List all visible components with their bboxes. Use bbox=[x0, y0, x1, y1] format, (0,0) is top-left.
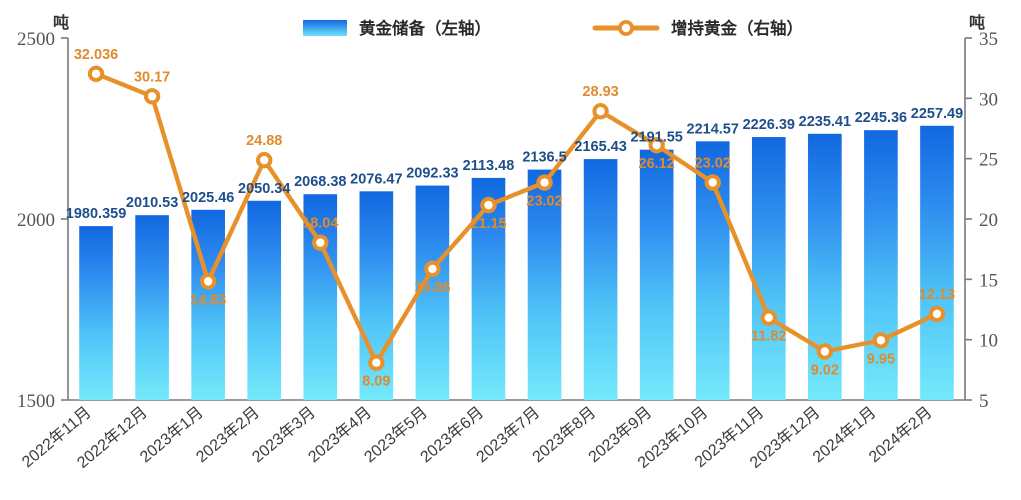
right-axis-tick-label: 35 bbox=[979, 29, 998, 50]
bar-value-label: 2113.48 bbox=[463, 158, 515, 174]
line-value-label: 26.12 bbox=[639, 156, 675, 172]
line-value-label: 30.17 bbox=[134, 69, 170, 85]
line-value-labels: 32.036 30.17 14.83 24.88 18.04 8.09 15.86 21.15… bbox=[74, 47, 955, 390]
bar-value-label: 2257.49 bbox=[911, 106, 963, 122]
line-value-label: 28.93 bbox=[582, 84, 618, 100]
line-value-label: 11.82 bbox=[751, 329, 787, 345]
chart-legend: 黄金储备（左轴） 增持黄金（右轴） bbox=[303, 18, 803, 38]
line-marker-center bbox=[820, 347, 830, 356]
line-value-label: 9.95 bbox=[867, 351, 895, 367]
line-marker-center bbox=[203, 277, 213, 286]
bar-value-label: 2165.43 bbox=[574, 139, 626, 155]
line-series-gold-increase bbox=[87, 65, 946, 371]
line-marker-center bbox=[372, 358, 381, 367]
bar-value-label: 2136.5 bbox=[522, 150, 566, 166]
line-value-label: 15.86 bbox=[414, 280, 450, 296]
line-value-label: 12.13 bbox=[919, 287, 955, 303]
legend-marker-inner-icon bbox=[621, 23, 631, 33]
bar-series-gold-reserve bbox=[79, 125, 954, 400]
line-value-label: 32.036 bbox=[74, 47, 118, 63]
line-marker-center bbox=[708, 178, 717, 187]
right-axis-tick-label: 10 bbox=[979, 331, 998, 352]
legend-swatch-gold-reserve bbox=[303, 20, 347, 36]
bar bbox=[247, 200, 282, 400]
bar bbox=[135, 215, 169, 400]
bar bbox=[527, 169, 562, 400]
bar-value-label: 2025.46 bbox=[182, 190, 234, 206]
line-marker-center bbox=[596, 107, 605, 116]
line-value-label: 9.02 bbox=[811, 362, 839, 378]
line-value-label: 23.02 bbox=[526, 194, 562, 210]
line-marker-center bbox=[91, 69, 101, 78]
bar bbox=[79, 226, 113, 400]
line-marker-center bbox=[316, 238, 325, 247]
line-marker-center bbox=[260, 155, 269, 165]
line-value-label: 18.04 bbox=[302, 216, 338, 232]
left-axis-tick-label: 2500 bbox=[17, 29, 55, 50]
bar-value-label: 2092.33 bbox=[406, 166, 458, 182]
line-marker-center bbox=[932, 309, 942, 319]
line-value-label: 24.88 bbox=[246, 133, 282, 149]
bar-value-label: 2226.39 bbox=[743, 117, 795, 133]
line-value-label: 14.83 bbox=[190, 292, 226, 308]
line-value-label: 21.15 bbox=[470, 216, 506, 232]
bar bbox=[415, 185, 450, 400]
left-axis-tick-label: 1500 bbox=[17, 391, 55, 412]
right-axis-unit-label: 吨 bbox=[969, 13, 985, 32]
bar bbox=[808, 133, 842, 400]
left-axis-unit-label: 吨 bbox=[53, 13, 69, 32]
right-axis-tick-label: 5 bbox=[979, 391, 989, 412]
left-axis-tick-label: 2000 bbox=[17, 210, 55, 231]
bar bbox=[920, 125, 954, 400]
line-value-label: 8.09 bbox=[362, 374, 390, 390]
line-marker-center bbox=[484, 200, 493, 210]
bar-value-label: 2050.34 bbox=[238, 181, 290, 197]
line-marker-center bbox=[764, 313, 773, 322]
bar bbox=[639, 149, 674, 400]
bar-value-label: 2068.38 bbox=[294, 174, 346, 190]
line-marker-center bbox=[428, 264, 437, 274]
bar bbox=[864, 130, 898, 400]
line-marker-center bbox=[876, 336, 886, 345]
line-marker-center bbox=[652, 140, 661, 150]
bar-value-label: 2235.41 bbox=[799, 114, 851, 130]
right-axis-tick-label: 15 bbox=[979, 270, 998, 291]
bar-value-label: 2076.47 bbox=[350, 171, 402, 187]
bar bbox=[583, 159, 618, 400]
line-marker-center bbox=[147, 92, 157, 101]
category-label: 2024年2月 bbox=[865, 403, 935, 466]
right-axis-tick-label: 20 bbox=[979, 210, 998, 231]
legend-label-gold-reserve: 黄金储备（左轴） bbox=[359, 18, 491, 38]
bar-value-label: 2245.36 bbox=[855, 110, 907, 126]
line-marker-center bbox=[540, 178, 549, 187]
line-value-label: 23.02 bbox=[695, 156, 731, 172]
legend-label-gold-increase: 增持黄金（右轴） bbox=[671, 18, 803, 38]
bar-value-label: 1980.359 bbox=[66, 206, 126, 222]
bar bbox=[751, 137, 786, 400]
category-axis-labels: 2022年11月2022年12月2023年1月2023年2月2023年3月202… bbox=[19, 403, 936, 472]
right-axis-tick-label: 30 bbox=[979, 89, 998, 110]
bar-value-label: 2214.57 bbox=[687, 121, 739, 137]
right-axis-tick-label: 25 bbox=[979, 150, 998, 171]
bar-value-label: 2010.53 bbox=[126, 195, 178, 211]
bar-value-label: 2191.55 bbox=[630, 130, 682, 146]
line-path bbox=[93, 71, 940, 365]
